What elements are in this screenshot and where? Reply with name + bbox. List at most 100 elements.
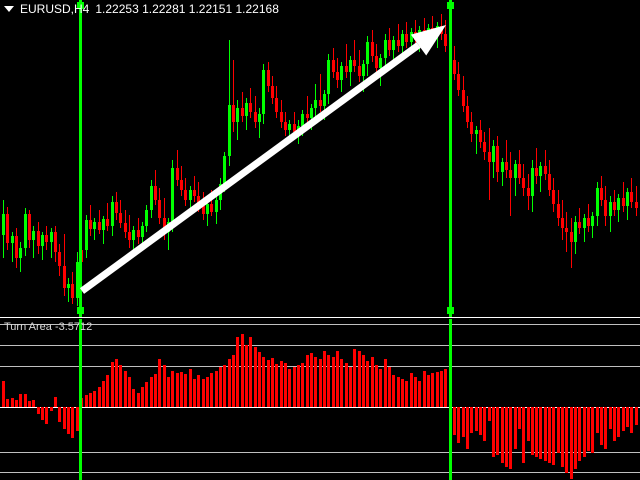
histogram-bar: [119, 365, 122, 407]
histogram-bar: [423, 371, 426, 407]
histogram-bar: [262, 357, 265, 407]
histogram-bar: [89, 393, 92, 407]
histogram-bar: [570, 407, 573, 479]
histogram-bar: [379, 369, 382, 407]
histogram-bar: [492, 407, 495, 457]
histogram-bar: [124, 371, 127, 407]
histogram-bar: [275, 364, 278, 407]
histogram-bar: [63, 407, 66, 429]
histogram-bar: [518, 407, 521, 429]
histogram-bar: [184, 374, 187, 407]
histogram-bar: [54, 397, 57, 407]
histogram-bar: [93, 391, 96, 407]
histogram-bar: [418, 381, 421, 407]
histogram-bar: [241, 334, 244, 407]
histogram-bar: [557, 407, 560, 453]
histogram-bar: [466, 407, 469, 449]
histogram-bar: [319, 359, 322, 407]
histogram-bar: [71, 407, 74, 438]
signal-line-handle[interactable]: [77, 307, 84, 314]
histogram-bar: [158, 359, 161, 407]
histogram-bar: [565, 407, 568, 473]
histogram-bar: [115, 359, 118, 407]
histogram-bar: [496, 407, 499, 455]
gridline: [0, 452, 640, 453]
histogram-bar: [19, 394, 22, 407]
histogram-bar: [548, 407, 551, 463]
histogram-bar: [345, 363, 348, 407]
histogram-bar: [323, 351, 326, 407]
histogram-bar: [176, 373, 179, 407]
histogram-bar: [444, 369, 447, 407]
histogram-bar: [440, 371, 443, 407]
histogram-bar: [76, 407, 79, 431]
gridline: [0, 324, 640, 325]
histogram-bar: [15, 400, 18, 407]
histogram-bar: [522, 407, 525, 463]
pane-separator-top: [0, 317, 640, 318]
histogram-bar: [141, 387, 144, 407]
histogram-bar: [427, 375, 430, 407]
histogram-bar: [340, 359, 343, 407]
histogram-bar: [32, 400, 35, 407]
signal-vertical-line[interactable]: [449, 319, 452, 480]
price-chart-pane[interactable]: [0, 0, 640, 317]
histogram-bar: [453, 407, 456, 435]
histogram-bar: [219, 367, 222, 407]
histogram-bar: [85, 395, 88, 407]
histogram-bar: [132, 389, 135, 407]
histogram-bar: [98, 387, 101, 407]
signal-vertical-line[interactable]: [449, 0, 452, 317]
signal-vertical-line[interactable]: [79, 319, 82, 480]
histogram-bar: [509, 407, 512, 469]
histogram-bar: [280, 361, 283, 407]
indicator-pane-turn-area[interactable]: Turn Area -3.5712: [0, 318, 640, 480]
histogram-bar: [236, 337, 239, 407]
histogram-bar: [596, 407, 599, 433]
histogram-bar: [375, 365, 378, 407]
histogram-bar: [45, 407, 48, 424]
histogram-bar: [462, 407, 465, 437]
histogram-bar: [488, 407, 491, 421]
histogram-bar: [106, 375, 109, 407]
histogram-bar: [410, 373, 413, 407]
signal-line-handle[interactable]: [447, 307, 454, 314]
histogram-bar: [587, 407, 590, 451]
histogram-bar: [583, 407, 586, 457]
histogram-bar: [102, 381, 105, 407]
histogram-bar: [622, 407, 625, 431]
signal-line-handle[interactable]: [77, 2, 84, 9]
histogram-bar: [202, 379, 205, 407]
histogram-bar: [327, 355, 330, 407]
histogram-bar: [314, 357, 317, 407]
histogram-bar: [171, 371, 174, 407]
histogram-bar: [388, 367, 391, 407]
histogram-bar: [197, 375, 200, 407]
histogram-bar: [232, 355, 235, 407]
histogram-bar: [58, 407, 61, 422]
uptrend-arrow[interactable]: [0, 0, 640, 317]
histogram-bar: [41, 407, 44, 420]
histogram-bar: [310, 353, 313, 407]
signal-vertical-line[interactable]: [79, 0, 82, 317]
histogram-bar: [271, 358, 274, 407]
histogram-bar: [371, 357, 374, 407]
histogram-bar: [535, 407, 538, 457]
histogram-bar: [297, 365, 300, 407]
histogram-bar: [288, 369, 291, 407]
histogram-bar: [50, 407, 53, 411]
histogram-bar: [11, 398, 14, 407]
histogram-bar: [336, 351, 339, 407]
signal-line-handle[interactable]: [447, 2, 454, 9]
histogram-bar: [613, 407, 616, 441]
histogram-bar: [245, 345, 248, 407]
histogram-bar: [111, 362, 114, 407]
histogram-bar: [37, 407, 40, 414]
histogram-bar: [609, 407, 612, 429]
histogram-bar: [306, 355, 309, 407]
histogram-bar: [193, 379, 196, 407]
histogram-bar: [431, 373, 434, 407]
histogram-bar: [258, 352, 261, 407]
histogram-bar: [249, 337, 252, 407]
